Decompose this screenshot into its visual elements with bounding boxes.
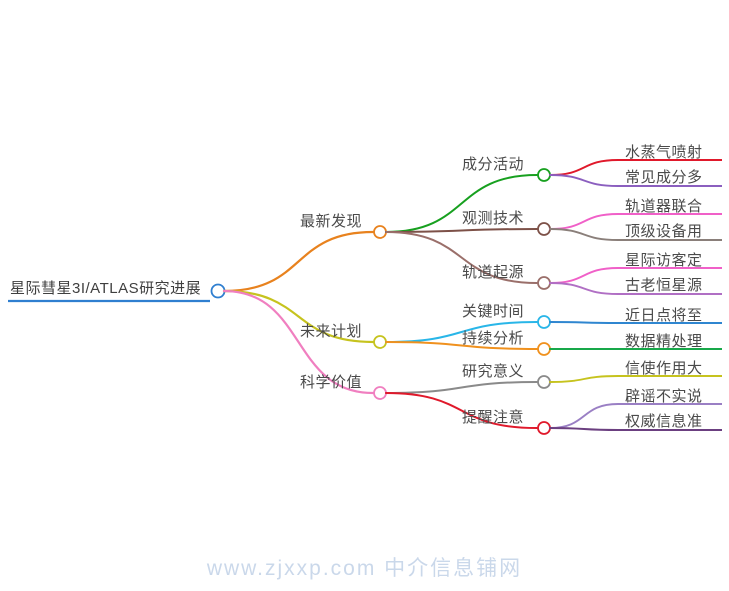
- leaf-node-label-0-2-1[interactable]: 古老恒星源: [625, 277, 703, 294]
- leaf-node-label-0-2-0[interactable]: 星际访客定: [625, 252, 703, 269]
- root-node[interactable]: [210, 283, 226, 299]
- subbranch-connector: [385, 381, 538, 394]
- root-node-label[interactable]: 星际彗星3I/ATLAS研究进展: [10, 280, 202, 297]
- branch-node-2[interactable]: [373, 386, 387, 400]
- subbranch-node-label-0-0[interactable]: 成分活动: [462, 156, 525, 173]
- branch-node-1[interactable]: [373, 335, 387, 349]
- leaf-connector: [549, 159, 619, 176]
- leaf-node-label-2-0-0[interactable]: 信使作用大: [625, 360, 703, 377]
- subbranch-connector: [385, 174, 538, 233]
- subbranch-node-label-2-0[interactable]: 研究意义: [462, 363, 525, 380]
- subbranch-node-2-1[interactable]: [537, 421, 551, 435]
- subbranch-connector: [385, 321, 538, 343]
- subbranch-node-2-0[interactable]: [537, 375, 551, 389]
- subbranch-connector: [385, 228, 538, 233]
- branch-connector: [222, 289, 375, 395]
- subbranch-node-1-1[interactable]: [537, 342, 551, 356]
- branch-connector: [222, 230, 375, 293]
- leaf-connector: [549, 321, 619, 324]
- branch-node-0[interactable]: [373, 225, 387, 239]
- subbranch-node-label-0-1[interactable]: 观测技术: [462, 210, 525, 227]
- leaf-connector: [549, 228, 619, 241]
- leaf-node-label-0-0-1[interactable]: 常见成分多: [625, 169, 703, 186]
- subbranch-node-label-1-0[interactable]: 关键时间: [462, 303, 525, 320]
- subbranch-node-0-2[interactable]: [537, 276, 551, 290]
- branch-connector: [222, 289, 375, 344]
- leaf-node-label-2-1-0[interactable]: 辟谣不实说: [625, 388, 703, 405]
- leaf-node-label-0-1-1[interactable]: 顶级设备用: [625, 223, 703, 240]
- leaf-connector: [549, 375, 619, 383]
- subbranch-node-0-1[interactable]: [537, 222, 551, 236]
- subbranch-node-label-0-2[interactable]: 轨道起源: [462, 264, 525, 281]
- leaf-connector: [549, 174, 619, 187]
- leaf-connector: [549, 403, 619, 429]
- leaf-node-label-0-0-0[interactable]: 水蒸气喷射: [625, 144, 703, 161]
- subbranch-connector: [385, 231, 538, 284]
- subbranch-connector: [385, 392, 538, 429]
- branch-node-label-0[interactable]: 最新发现: [300, 213, 363, 230]
- branch-node-label-1[interactable]: 未来计划: [300, 323, 363, 340]
- branch-node-label-2[interactable]: 科学价值: [300, 374, 363, 391]
- subbranch-node-label-2-1[interactable]: 提醒注意: [462, 409, 525, 426]
- leaf-connector: [549, 427, 619, 431]
- leaf-connector: [549, 282, 619, 295]
- watermark: www.zjxxp.com 中介信息铺网: [206, 557, 523, 580]
- leaf-connector: [549, 213, 619, 230]
- leaf-node-label-1-0-0[interactable]: 近日点将至: [625, 307, 703, 324]
- subbranch-node-label-1-1[interactable]: 持续分析: [462, 330, 525, 347]
- leaf-node-label-2-1-1[interactable]: 权威信息准: [625, 413, 703, 430]
- subbranch-connector: [385, 341, 538, 350]
- subbranch-node-0-0[interactable]: [537, 168, 551, 182]
- leaf-node-label-1-1-0[interactable]: 数据精处理: [625, 333, 703, 350]
- leaf-node-label-0-1-0[interactable]: 轨道器联合: [625, 198, 703, 215]
- leaf-connector: [549, 267, 619, 284]
- subbranch-node-1-0[interactable]: [537, 315, 551, 329]
